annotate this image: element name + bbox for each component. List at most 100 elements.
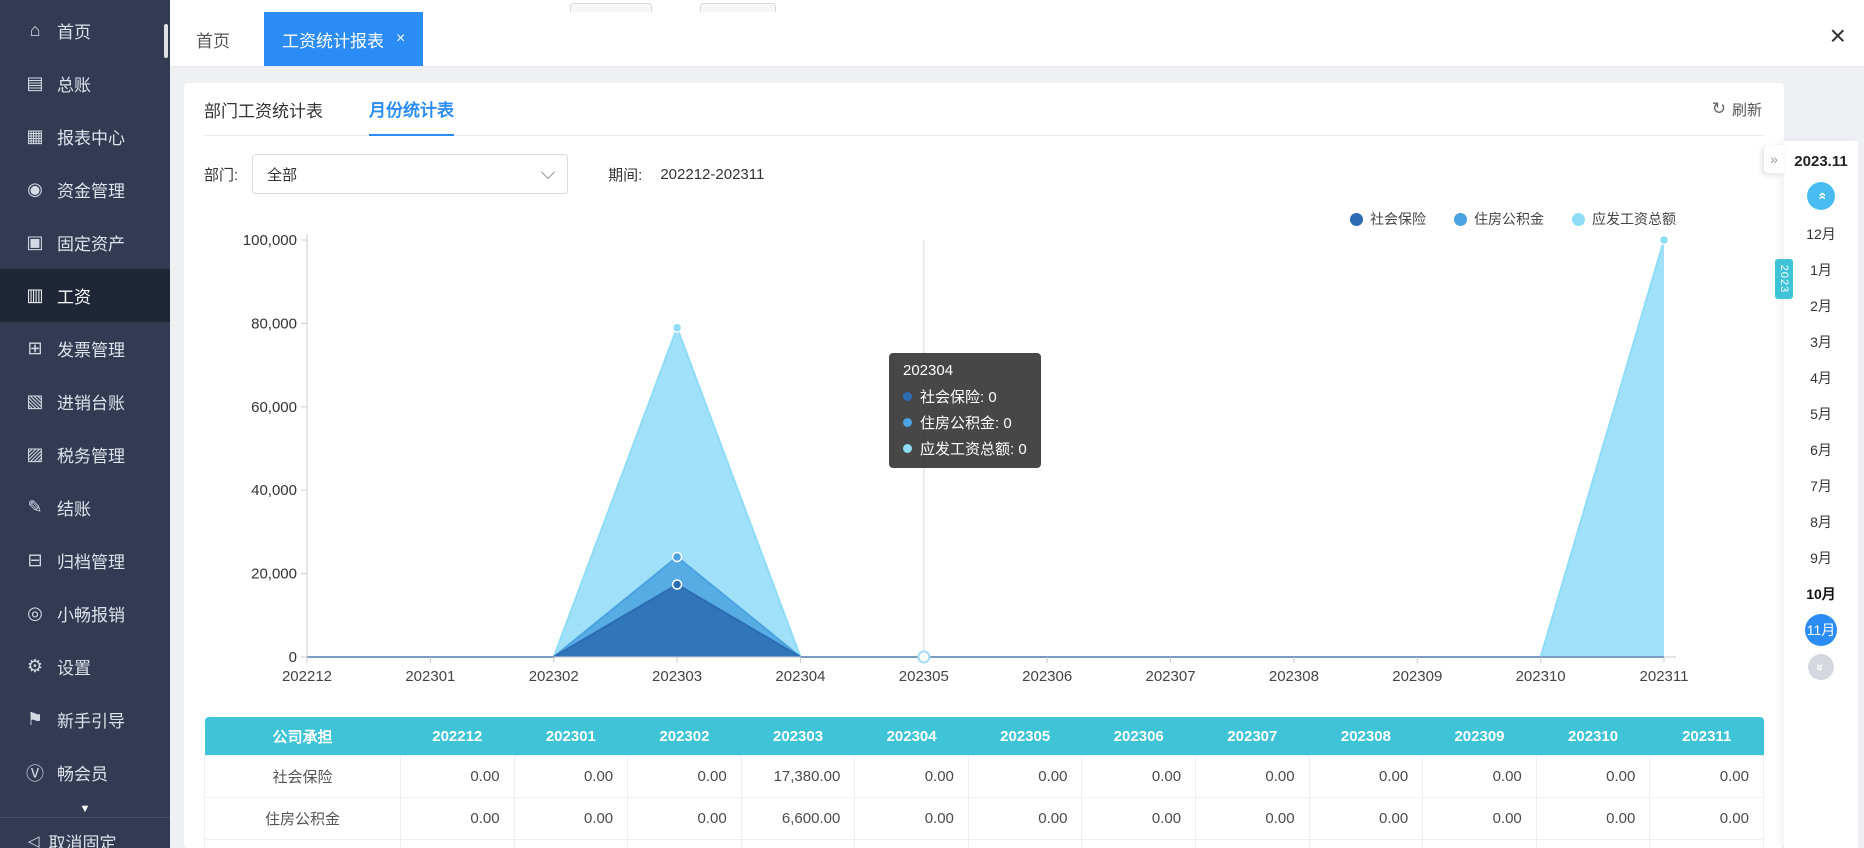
row-label: 应发工资总额 [204, 839, 401, 848]
tax-management-icon: ▨ [26, 444, 44, 464]
sidebar-item-label: 税务管理 [57, 447, 125, 466]
cell-value: 0.00 [1422, 797, 1537, 840]
sidebar-item-salary[interactable]: ▥ 工资 [0, 269, 170, 322]
svg-text:20,000: 20,000 [251, 566, 297, 583]
sidebar-item-tax-management[interactable]: ▨ 税务管理 [0, 428, 170, 481]
table-header-period: 202303 [741, 717, 855, 756]
month-item-11月[interactable]: 11月 [1784, 612, 1858, 648]
cell-value: 0.00 [1308, 797, 1424, 840]
tab-home[interactable]: 首页 [196, 31, 230, 51]
cell-value: 6,600.00 [740, 797, 856, 840]
month-item-4月[interactable]: 4月 [1784, 360, 1858, 396]
cell-value: 0.00 [513, 839, 629, 848]
sidebar-item-label: 畅会员 [57, 765, 108, 784]
sidebar-item-membership[interactable]: Ⓥ 畅会员 [0, 746, 170, 799]
legend-item-0[interactable]: 社会保险 [1350, 209, 1426, 229]
legend-dot-icon [1350, 212, 1363, 226]
fund-management-icon: ◉ [27, 179, 43, 199]
chevrons-up-icon: » [1812, 192, 1829, 200]
cell-value: 55,000.00 [740, 839, 856, 848]
department-select[interactable]: 全部 [252, 154, 569, 194]
chart-legend: 社会保险 住房公积金 应发工资总额 [204, 208, 1676, 230]
unpin-sidebar-button[interactable]: ◁ 取消固定 [0, 817, 170, 848]
svg-text:202306: 202306 [1022, 668, 1072, 685]
table-body: 社会保险 0.00 0.00 0.00 17,380.00 0.00 0.00 0.00 0.0… [204, 755, 1764, 848]
svg-text:100,000: 100,000 [243, 232, 297, 249]
sidebar-item-reimbursement[interactable]: ◎ 小畅报销 [0, 587, 170, 640]
month-item-7月[interactable]: 7月 [1784, 468, 1858, 504]
svg-text:80,000: 80,000 [251, 315, 297, 332]
cell-value: 0.00 [627, 755, 742, 798]
svg-text:0: 0 [289, 649, 297, 666]
tab-close-icon[interactable]: × [396, 30, 406, 47]
cell-value: 0.00 [1535, 755, 1651, 798]
month-item-8月[interactable]: 8月 [1784, 504, 1858, 540]
legend-item-1[interactable]: 住房公积金 [1454, 209, 1544, 229]
sidebar-item-fixed-assets[interactable]: ▣ 固定资产 [0, 216, 170, 269]
table-header-row: 公司承担 202212 202301 202302 202303 202304 202305… [204, 717, 1764, 756]
period-filter-label: 期间: [608, 166, 643, 184]
cell-value: 0.00 [1081, 839, 1197, 848]
cell-value: 0.00 [1308, 755, 1424, 798]
legend-label: 应发工资总额 [1592, 211, 1676, 227]
sidebar-item-label: 固定资产 [57, 235, 125, 254]
sidebar-item-label: 资金管理 [57, 182, 125, 201]
cell-value: 0.00 [854, 755, 969, 798]
table-header-period: 202311 [1649, 717, 1764, 756]
month-item-3月[interactable]: 3月 [1784, 324, 1858, 360]
sidebar-item-fund-management[interactable]: ◉ 资金管理 [0, 163, 170, 216]
subtab-monthly-statistics[interactable]: 月份统计表 [369, 83, 454, 136]
month-item-6月[interactable]: 6月 [1784, 432, 1858, 468]
cell-value: 0.00 [400, 755, 515, 798]
month-item-1月[interactable]: 1月 [1784, 252, 1858, 288]
svg-text:202212: 202212 [282, 668, 332, 685]
collapse-panel-icon[interactable]: » [1764, 145, 1784, 173]
purchase-sales-ledger-icon: ▧ [26, 391, 44, 411]
cell-value: 0.00 [513, 755, 629, 798]
cell-value: 0.00 [854, 797, 969, 840]
month-item-10月[interactable]: 10月 [1784, 576, 1858, 612]
sidebar-item-closing[interactable]: ✎ 结账 [0, 481, 170, 534]
month-item-9月[interactable]: 9月 [1784, 540, 1858, 576]
tab-salary-report[interactable]: 工资统计报表 × [264, 12, 424, 66]
cell-value: 0.00 [1308, 839, 1424, 848]
legend-item-2[interactable]: 应发工资总额 [1572, 209, 1676, 229]
sidebar-item-settings[interactable]: ⚙ 设置 [0, 640, 170, 693]
month-item-12月[interactable]: 12月 [1784, 216, 1858, 252]
table-header-period: 202212 [400, 717, 515, 756]
sidebar-item-general-ledger[interactable]: ▤ 总账 [0, 57, 170, 110]
sidebar-item-beginner-guide[interactable]: ⚑ 新手引导 [0, 693, 170, 746]
month-item-2月[interactable]: 2月 [1784, 288, 1858, 324]
table-header-period: 202309 [1422, 717, 1537, 756]
legend-label: 住房公积金 [1474, 211, 1544, 227]
period-value: 202212-202311 [660, 165, 765, 183]
scroll-months-up-button[interactable]: » [1807, 182, 1835, 210]
cell-value: 0.00 [1649, 797, 1764, 840]
cell-value: 0.00 [1535, 797, 1651, 840]
sidebar-item-report-center[interactable]: ▦ 报表中心 [0, 110, 170, 163]
cell-value: 0.00 [854, 839, 969, 848]
close-icon[interactable]: × [1829, 20, 1846, 51]
company-burden-table: 公司承担 202212 202301 202302 202303 202304 202305… [204, 717, 1764, 848]
invoice-management-icon: ⊞ [27, 338, 43, 358]
sidebar-item-archive-management[interactable]: ⊟ 归档管理 [0, 534, 170, 587]
sidebar-item-purchase-sales-ledger[interactable]: ▧ 进销台账 [0, 375, 170, 428]
subtab-department-salary[interactable]: 部门工资统计表 [204, 83, 323, 135]
refresh-button[interactable]: ↻ 刷新 [1712, 83, 1762, 135]
svg-text:202307: 202307 [1146, 668, 1196, 685]
chevrons-down-icon: » [1813, 663, 1829, 671]
scroll-months-down-button[interactable]: » [1808, 654, 1834, 680]
sidebar-item-label: 小畅报销 [57, 606, 125, 625]
month-item-5月[interactable]: 5月 [1784, 396, 1858, 432]
salary-area-chart[interactable]: 0 20,000 40,000 60,000 80,000 100,000 202212 20… [204, 232, 1764, 692]
sidebar-scroll-down-icon[interactable]: ▼ [79, 803, 91, 815]
archive-management-icon: ⊟ [27, 550, 43, 570]
sidebar-scrollbar[interactable] [164, 24, 168, 58]
sidebar-item-invoice-management[interactable]: ⊞ 发票管理 [0, 322, 170, 375]
cell-value: 0.00 [1081, 755, 1197, 798]
sidebar-item-home[interactable]: ⌂ 首页 [0, 4, 170, 57]
table-header-company: 公司承担 [204, 717, 401, 756]
table-header-period: 202301 [514, 717, 628, 756]
svg-text:40,000: 40,000 [251, 482, 297, 499]
reimbursement-icon: ◎ [27, 603, 43, 623]
